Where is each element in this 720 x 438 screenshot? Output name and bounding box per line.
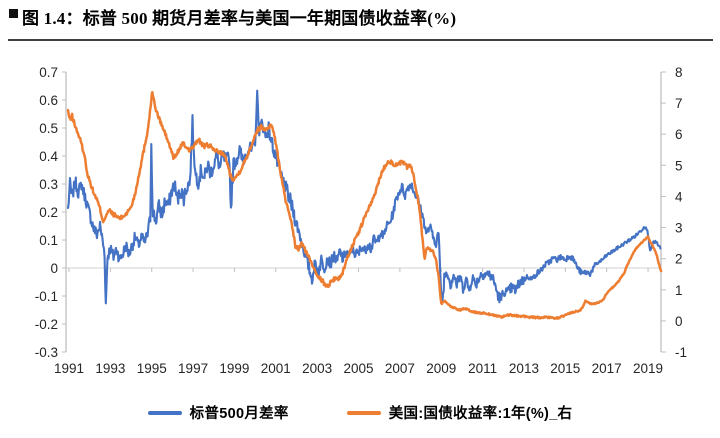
- title-row: 图 1.4：标普 500 期货月差率与美国一年期国债收益率(%): [8, 6, 712, 32]
- series-line-sp500-basis: [66, 89, 662, 305]
- y-axis-right-tick-label: 0: [675, 314, 683, 329]
- y-axis-right-tick-label: 5: [675, 158, 683, 173]
- x-axis-tick-label: 2017: [592, 361, 622, 376]
- legend-item-sp500-basis: 标普500月差率: [147, 402, 289, 423]
- legend-item-us-1y-yield: 美国:国债收益率:1年(%)_右: [346, 402, 573, 423]
- x-axis-tick-label: 2005: [343, 361, 373, 376]
- figure-title: 图 1.4：标普 500 期货月差率与美国一年期国债收益率(%): [22, 9, 457, 28]
- x-axis-tick-label: 2019: [633, 361, 663, 376]
- sp500-basis-line-swatch: [147, 410, 182, 415]
- x-axis-tick-label: 1993: [95, 361, 125, 376]
- series-line-us-1y-yield: [66, 90, 663, 321]
- y-axis-left-tick-label: 0.2: [39, 205, 58, 220]
- x-axis-tick-label: 1995: [137, 361, 167, 376]
- y-axis-left-tick-label: -0.1: [35, 289, 58, 304]
- y-axis-left-tick-label: 0.5: [39, 121, 58, 136]
- y-axis-left-tick-label: -0.3: [35, 345, 58, 360]
- y-axis-right-tick-label: 8: [675, 65, 683, 80]
- sp500-basis-legend-label: 标普500月差率: [189, 406, 289, 422]
- y-axis-right-tick-label: 1: [675, 283, 683, 298]
- y-axis-left-tick-label: 0.6: [39, 93, 58, 108]
- y-axis-left-tick-label: -0.2: [35, 317, 58, 332]
- x-axis-tick-label: 2011: [468, 361, 497, 376]
- y-axis-left-tick-label: 0.7: [39, 65, 58, 80]
- title-divider: [8, 39, 713, 41]
- y-axis-right-tick-label: 4: [675, 189, 683, 204]
- x-axis-tick-label: 1999: [219, 361, 249, 376]
- y-axis-left-tick-label: 0: [50, 261, 58, 276]
- y-axis-right-tick-label: 3: [675, 221, 683, 236]
- x-axis-tick-label: 2007: [385, 361, 415, 376]
- x-axis-tick-label: 2009: [426, 361, 456, 376]
- y-axis-left-tick-label: 0.1: [39, 233, 58, 248]
- y-axis-right-tick-label: 7: [675, 96, 683, 111]
- us-1y-yield-line-swatch: [346, 410, 381, 415]
- x-axis-tick-label: 1997: [178, 361, 208, 376]
- y-axis-right-tick-label: 2: [675, 252, 683, 267]
- x-axis-tick-label: 2015: [550, 361, 580, 376]
- chart-legend: 标普500月差率 美国:国债收益率:1年(%)_右: [0, 402, 720, 423]
- y-axis-right-tick-label: -1: [675, 345, 687, 360]
- y-axis-left-tick-label: 0.3: [39, 177, 58, 192]
- y-axis-right-tick-label: 6: [675, 127, 683, 142]
- x-axis-tick-label: 2013: [509, 361, 539, 376]
- us-1y-yield-legend-label: 美国:国债收益率:1年(%)_右: [388, 406, 573, 422]
- y-axis-left-tick-label: 0.4: [39, 149, 58, 164]
- x-axis-tick-label: 2003: [302, 361, 332, 376]
- x-axis-tick-label: 1991: [54, 361, 84, 376]
- x-axis-tick-label: 2001: [261, 361, 291, 376]
- square-bullet-icon: [9, 9, 18, 18]
